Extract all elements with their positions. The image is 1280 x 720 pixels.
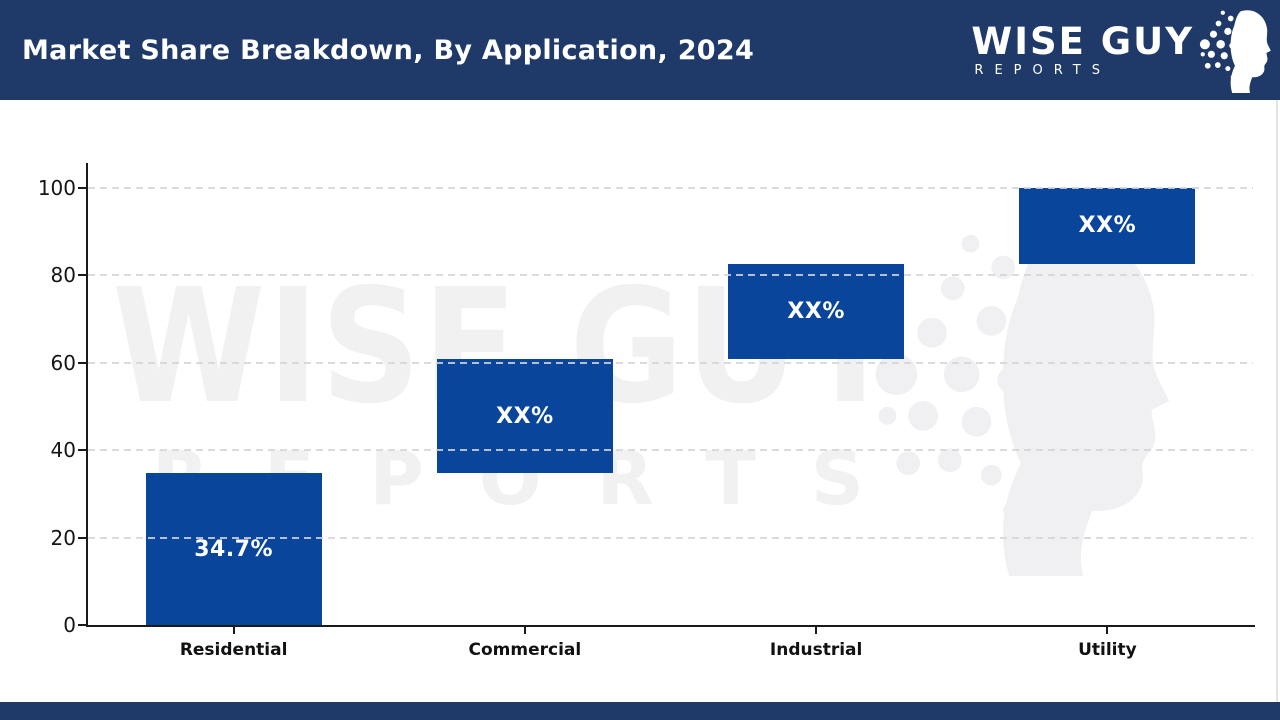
- bar-utility: XX%: [1019, 187, 1196, 264]
- x-tick-mark: [523, 627, 526, 634]
- bar-value-label: XX%: [787, 298, 845, 324]
- y-tick-mark: [78, 186, 86, 189]
- y-tick-mark: [78, 274, 86, 276]
- x-category-label: Utility: [1078, 640, 1137, 660]
- bar-commercial: XX%: [436, 359, 613, 474]
- logo-subtext: REPORTS: [974, 63, 1112, 78]
- bar-residential: 34.7%: [145, 473, 322, 625]
- gridline-40: [88, 449, 1253, 451]
- bar-value-label: XX%: [496, 403, 554, 429]
- plot-area: WISE GUY REPORTS 34.7% XX% XX% XX% 0 20 40 60 8…: [0, 100, 1280, 702]
- bar-value-label: XX%: [1078, 213, 1137, 239]
- x-category-label: Residential: [179, 640, 288, 660]
- x-tick-mark: [232, 627, 235, 634]
- y-tick-mark: [78, 536, 86, 539]
- y-tick-label: 60: [50, 350, 76, 375]
- y-axis-line: [86, 163, 88, 627]
- wiseguy-logo: WISE GUY REPORTS: [971, 6, 1272, 94]
- x-axis-line: [86, 625, 1255, 627]
- y-tick-label: 100: [37, 175, 76, 200]
- header-bar: Market Share Breakdown, By Application, …: [0, 0, 1280, 100]
- page-title: Market Share Breakdown, By Application, …: [22, 34, 755, 66]
- bar-value-label: 34.7%: [194, 536, 274, 562]
- logo-text: WISE GUY REPORTS: [971, 23, 1194, 77]
- x-tick-mark: [1106, 627, 1109, 634]
- right-border-line: [1276, 100, 1278, 702]
- gridline-60: [88, 361, 1253, 364]
- gridline-20: [88, 536, 1253, 539]
- gridline-80: [88, 274, 1253, 276]
- y-tick-label: 40: [50, 438, 76, 462]
- y-tick-mark: [78, 449, 86, 451]
- gridline-100: [88, 186, 1253, 189]
- x-category-label: Commercial: [468, 640, 582, 660]
- logo-wordmark: WISE GUY: [971, 20, 1194, 63]
- x-category-label: Industrial: [769, 640, 863, 660]
- y-tick-label: 80: [50, 263, 76, 287]
- logo-head-icon: [1199, 10, 1271, 93]
- footer-bar: [0, 702, 1280, 720]
- y-tick-mark: [78, 624, 86, 626]
- bar-industrial: XX%: [728, 263, 905, 359]
- x-tick-mark: [815, 627, 818, 634]
- y-tick-label: 20: [50, 525, 76, 550]
- y-tick-mark: [78, 361, 86, 364]
- y-tick-label: 0: [63, 613, 76, 637]
